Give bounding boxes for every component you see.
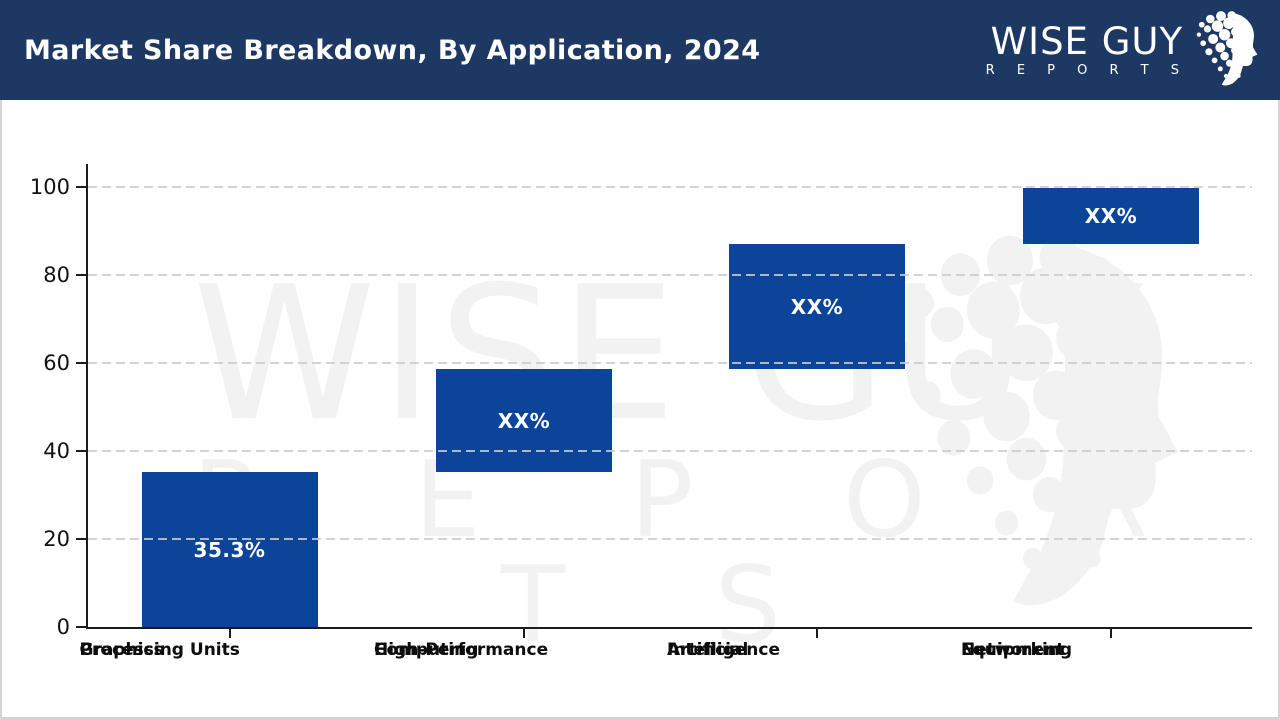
bar-value-label: XX% <box>497 408 551 433</box>
gridline <box>88 362 1252 364</box>
brand-logo: WISE GUY R E P O R T S <box>986 9 1262 91</box>
bar-segment: 35.3% <box>141 472 318 627</box>
page-border-left <box>0 100 2 718</box>
page-border-right <box>1278 100 1280 718</box>
gridline <box>88 186 1252 188</box>
y-tick-mark <box>76 538 86 540</box>
category-label-line: Computing <box>374 640 479 660</box>
y-tick-label: 40 <box>43 439 70 463</box>
y-axis-line <box>86 164 88 629</box>
brand-subtitle: R E P O R T S <box>985 62 1188 78</box>
header: Market Share Breakdown, By Application, … <box>0 0 1280 100</box>
y-tick-mark <box>76 362 86 364</box>
page-title: Market Share Breakdown, By Application, … <box>24 34 761 66</box>
watermark-brand-text: WISE GUY <box>192 246 1148 462</box>
x-tick-mark <box>1110 629 1112 638</box>
page-border-bottom <box>0 717 1280 720</box>
y-tick-mark <box>76 450 86 452</box>
bar-segment: XX% <box>1023 188 1199 244</box>
bar-value-label: 35.3% <box>193 537 266 562</box>
category-label-line: Graphics <box>79 640 164 660</box>
y-tick-label: 80 <box>43 263 70 287</box>
y-tick-label: 60 <box>43 351 70 375</box>
x-tick-mark <box>228 629 231 638</box>
bar-segment: XX% <box>436 369 612 472</box>
category-label-line: Equipment <box>961 640 1065 660</box>
category-label-line: Intelligence <box>667 640 780 660</box>
y-tick-label: 20 <box>43 527 70 551</box>
gridline <box>88 274 1252 276</box>
bar-value-label: XX% <box>1084 204 1138 228</box>
watermark-head-icon <box>897 235 1179 606</box>
y-tick-mark <box>76 186 86 188</box>
x-tick-mark <box>816 629 818 638</box>
x-axis-line <box>86 627 1252 629</box>
bar-value-label: XX% <box>790 294 844 319</box>
category-label-line: Networking <box>961 640 1073 660</box>
category-label-line: Artificial <box>667 640 749 660</box>
category-label-line: High-Performance <box>374 640 549 660</box>
brand-logo-text: WISE GUY R E P O R T S <box>986 23 1188 78</box>
category-label-line: Processing Units <box>79 640 240 660</box>
bar-segment: XX% <box>729 244 905 369</box>
brand-name: WISE GUY <box>990 19 1184 63</box>
y-tick-mark <box>76 626 86 628</box>
gridline <box>88 450 1252 452</box>
gridline <box>88 538 1252 540</box>
x-tick-mark <box>523 629 525 638</box>
y-tick-mark <box>76 274 86 276</box>
logo-head-icon <box>1196 11 1258 86</box>
y-tick-label: 100 <box>29 175 70 199</box>
y-tick-label: 0 <box>56 615 70 639</box>
